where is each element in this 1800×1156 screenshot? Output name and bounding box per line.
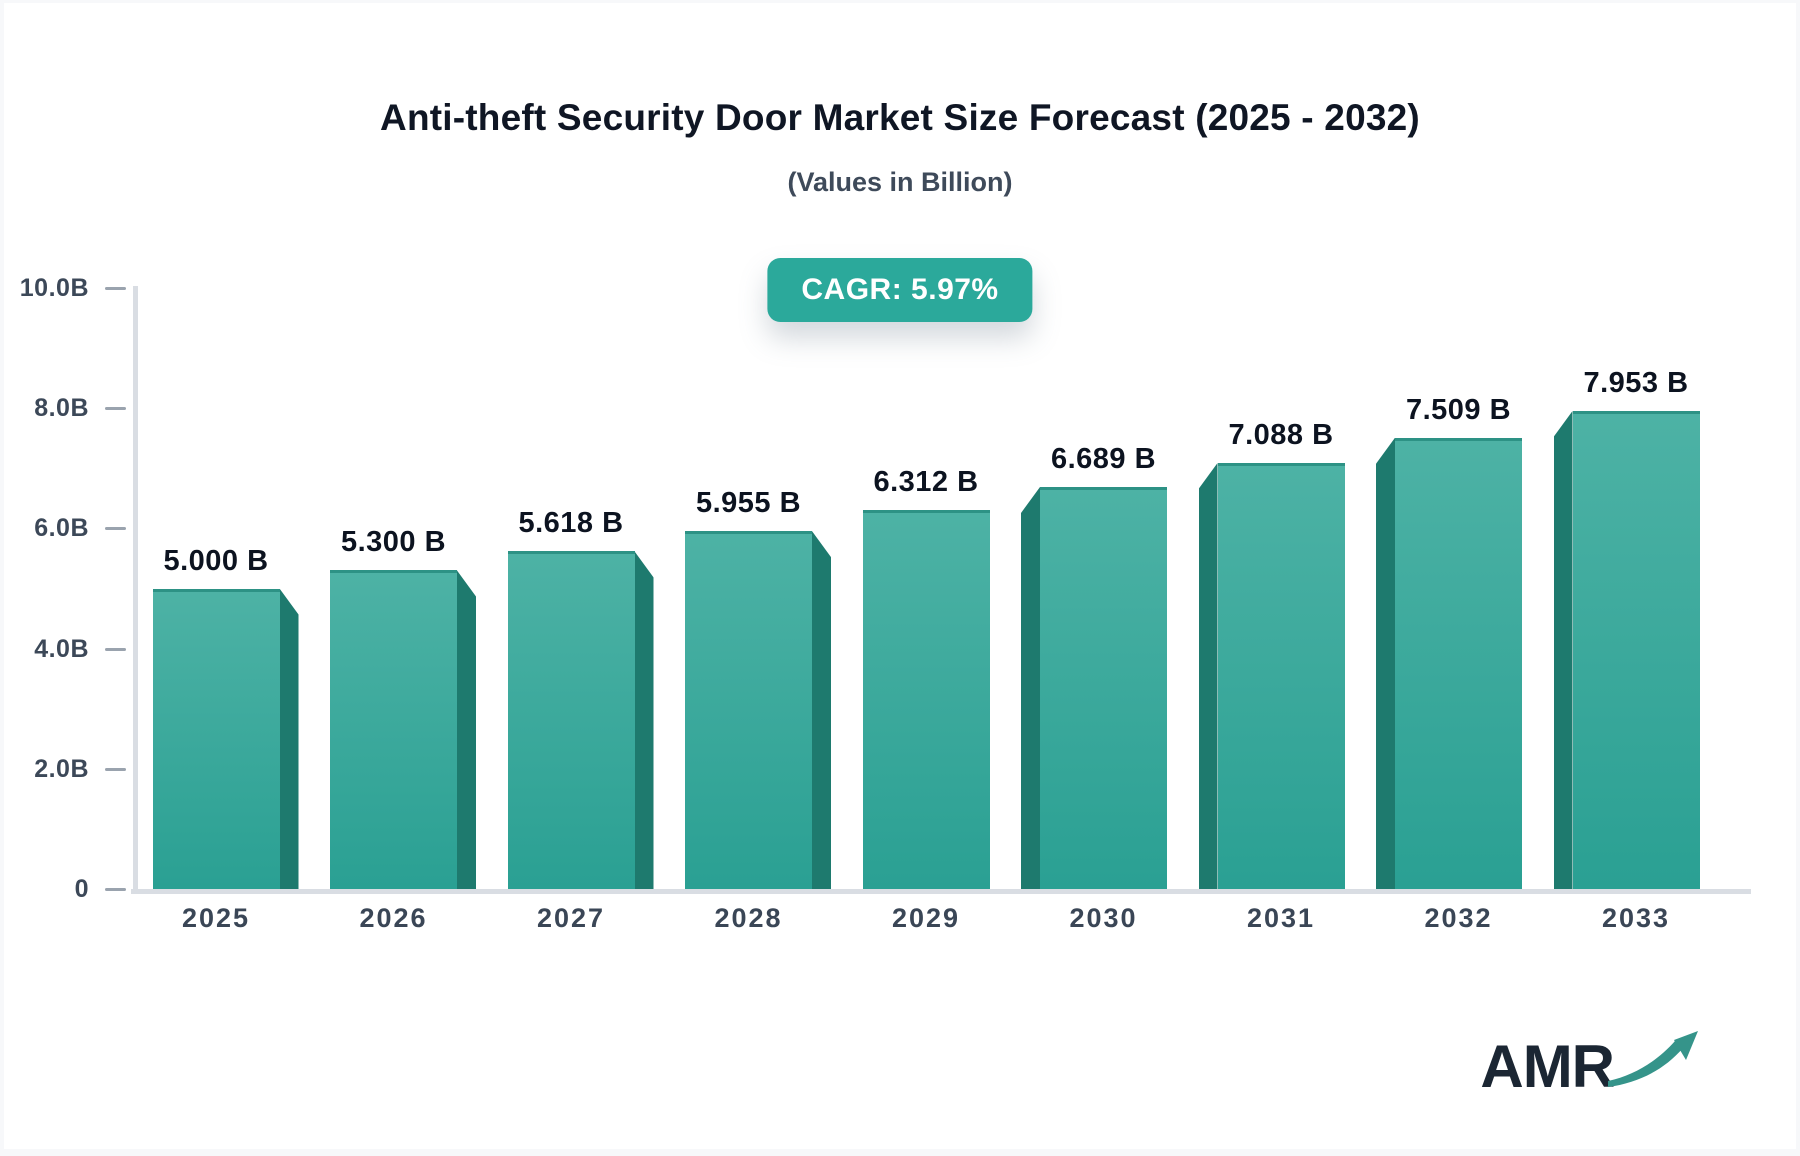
- x-axis-line: [131, 889, 1751, 894]
- x-axis-label-2031: 2031: [1246, 903, 1316, 933]
- y-tick-label: 4.0B: [34, 634, 89, 663]
- bar-value-label: 5.300 B: [340, 526, 447, 559]
- bar-side-face: [1553, 411, 1573, 889]
- bar-side-face: [634, 551, 654, 889]
- y-tick-label: 2.0B: [34, 754, 89, 783]
- x-axis-label-2025: 2025: [181, 903, 251, 933]
- bar-2033: [1572, 411, 1700, 889]
- bar-side-face: [457, 570, 476, 889]
- y-tick-mark: [105, 527, 126, 531]
- cagr-badge-label: CAGR: 5.97%: [801, 273, 999, 306]
- x-axis-label-2029: 2029: [891, 903, 961, 933]
- bar-value-label: 6.312 B: [873, 465, 979, 498]
- y-tick-mark: [105, 287, 126, 290]
- x-axis-label-2026: 2026: [359, 903, 428, 933]
- x-axis-label-2033: 2033: [1601, 903, 1671, 933]
- y-tick-label: 0: [74, 875, 89, 903]
- bar-2031: [1217, 463, 1345, 889]
- x-axis-label-2032: 2032: [1424, 903, 1493, 933]
- amr-logo: AMR: [1480, 1029, 1700, 1100]
- y-tick-mark: [105, 407, 126, 411]
- bar-2028: [685, 531, 812, 889]
- y-tick-mark: [105, 767, 126, 771]
- bar-2029: [862, 509, 990, 889]
- bar-value-label: 5.955 B: [695, 487, 802, 520]
- bar-side-face: [1021, 486, 1040, 889]
- bar-side-face: [1376, 437, 1395, 889]
- bar-value-label: 5.000 B: [163, 544, 269, 577]
- chart-title: Anti-theft Security Door Market Size For…: [380, 97, 1420, 138]
- bar-value-label: 7.088 B: [1228, 419, 1334, 451]
- bar-side-face: [812, 531, 831, 889]
- chart-card: Anti-theft Security Door Market Size For…: [4, 3, 1796, 1149]
- y-axis-line: [133, 286, 138, 893]
- x-axis-label-2027: 2027: [536, 903, 606, 933]
- x-axis-label-2030: 2030: [1069, 903, 1138, 933]
- growth-arrow-icon: [1608, 1031, 1698, 1087]
- bar-2027: [507, 551, 635, 889]
- y-tick-label: 10.0B: [19, 274, 89, 302]
- bar-2032: [1395, 437, 1522, 889]
- bar-side-face: [279, 588, 299, 889]
- x-axis-label-2028: 2028: [714, 903, 783, 933]
- bar-side-face: [1198, 463, 1218, 889]
- y-tick-mark: [105, 647, 126, 651]
- y-tick-mark: [105, 888, 126, 891]
- bar-2026: [330, 570, 457, 889]
- bar-2030: [1040, 486, 1167, 889]
- y-tick-label: 8.0B: [34, 394, 89, 423]
- bar-value-label: 6.689 B: [1050, 442, 1157, 475]
- y-tick-label: 6.0B: [34, 514, 89, 543]
- bar-2025: [152, 588, 280, 889]
- bar-value-label: 5.618 B: [518, 507, 624, 540]
- bar-chart: 0 2.0B 4.0B 6.0B 8.0B 10.0B 5.000 B 2025 5.300 B…: [4, 3, 1796, 1149]
- bar-value-label: 7.509 B: [1405, 393, 1512, 426]
- chart-subtitle: (Values in Billion): [787, 167, 1013, 197]
- amr-logo-text: AMR: [1480, 1033, 1615, 1100]
- cagr-badge: CAGR: 5.97%: [767, 258, 1033, 322]
- bar-value-label: 7.953 B: [1583, 367, 1689, 400]
